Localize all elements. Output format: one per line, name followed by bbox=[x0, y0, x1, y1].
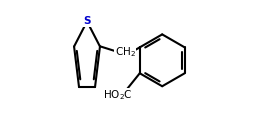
Text: HO$_2$C: HO$_2$C bbox=[103, 88, 132, 102]
Text: S: S bbox=[83, 16, 91, 26]
Text: CH$_2$: CH$_2$ bbox=[115, 46, 136, 59]
